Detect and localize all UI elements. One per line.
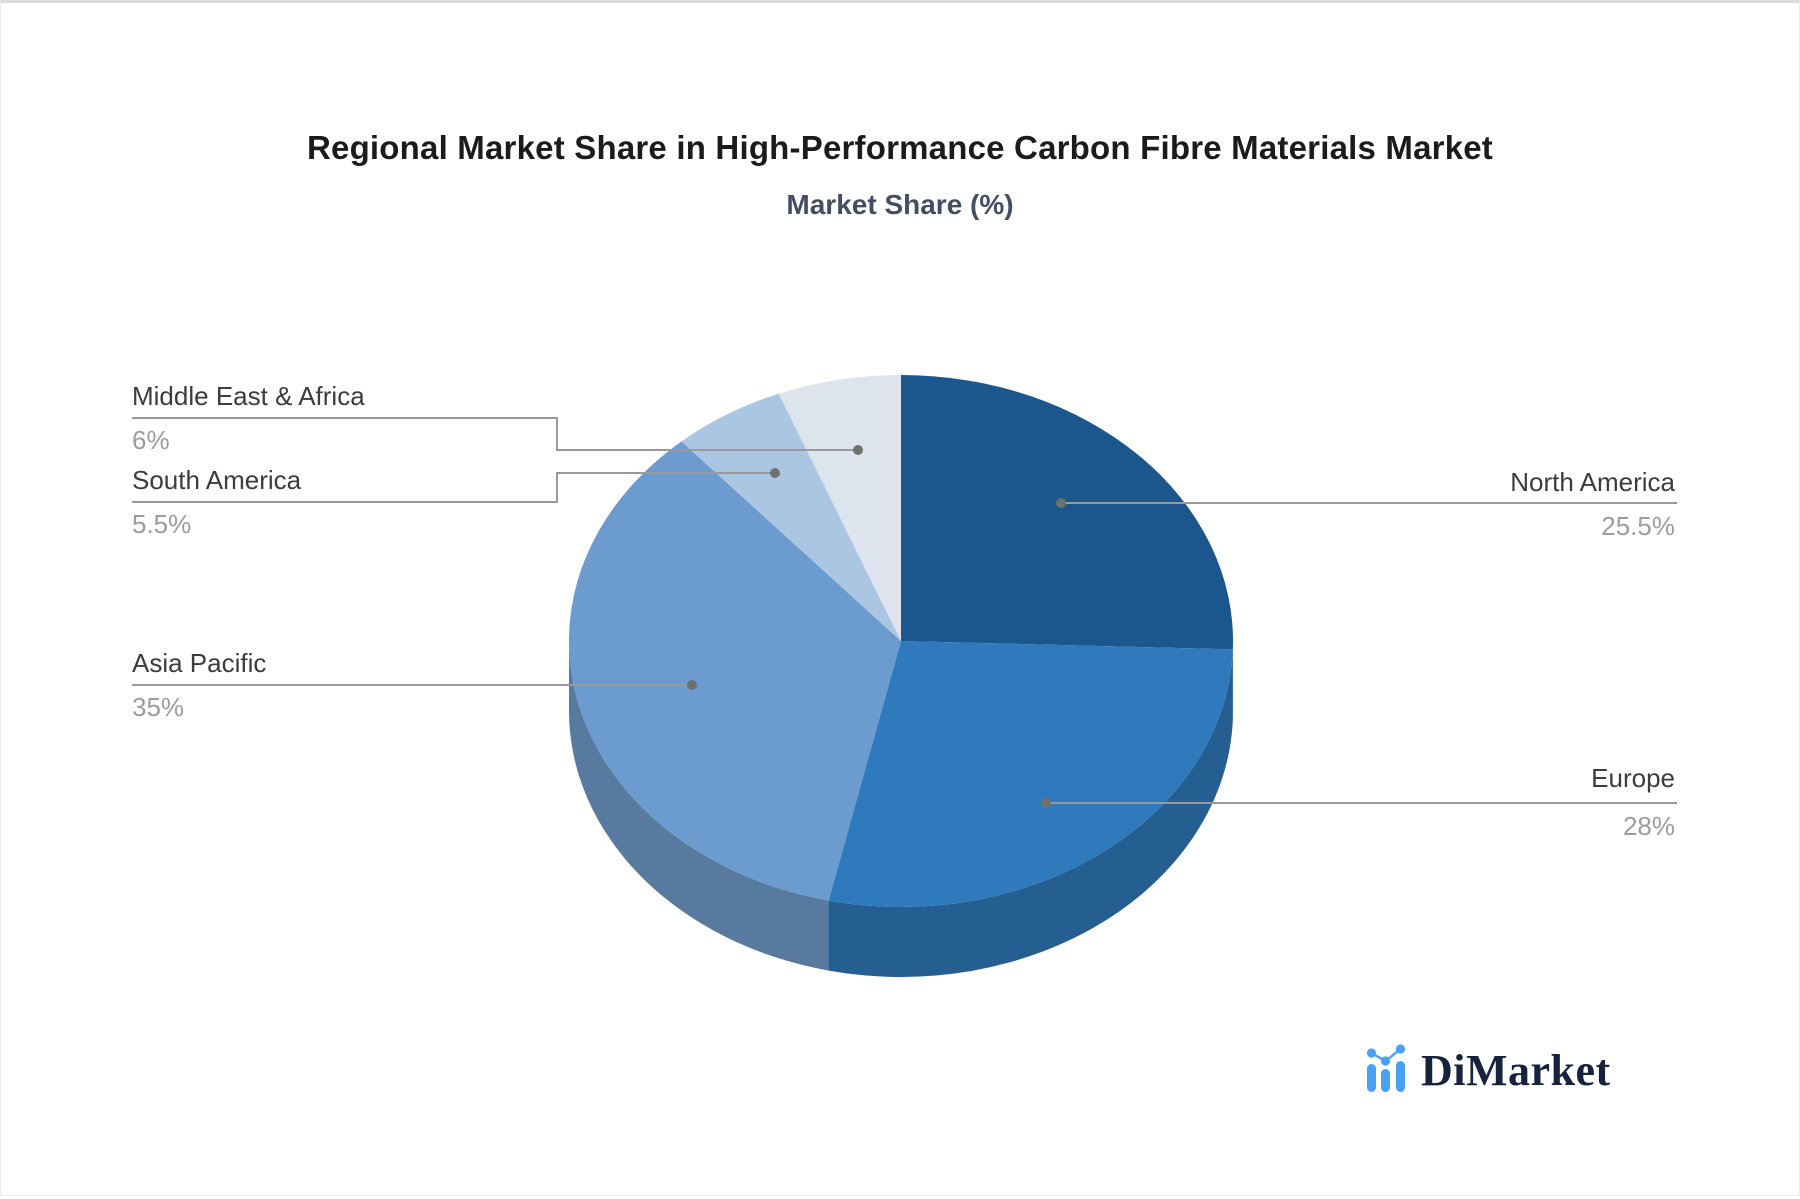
slice-label-middle-east-africa: Middle East & Africa bbox=[132, 381, 365, 412]
leader-dot-middle-east-africa bbox=[853, 445, 863, 455]
slice-value-middle-east-africa: 6% bbox=[132, 425, 170, 456]
slice-value-north-america: 25.5% bbox=[1601, 511, 1675, 542]
brand-name: DiMarket bbox=[1421, 1045, 1611, 1097]
brand-logo: DiMarket bbox=[1363, 1043, 1611, 1097]
slice-label-north-america: North America bbox=[1510, 467, 1675, 498]
slice-value-south-america: 5.5% bbox=[132, 509, 191, 540]
slice-value-asia-pacific: 35% bbox=[132, 692, 184, 723]
bar-chart-logo-icon bbox=[1363, 1043, 1411, 1097]
slice-label-asia-pacific: Asia Pacific bbox=[132, 648, 266, 679]
slice-value-europe: 28% bbox=[1623, 811, 1675, 842]
slice-label-europe: Europe bbox=[1591, 763, 1675, 794]
leader-dot-south-america bbox=[770, 468, 780, 478]
leader-dot-north-america bbox=[1056, 498, 1066, 508]
leader-dot-europe bbox=[1041, 798, 1051, 808]
pie-chart bbox=[1, 3, 1800, 1199]
slice-label-south-america: South America bbox=[132, 465, 301, 496]
leader-dot-asia-pacific bbox=[687, 680, 697, 690]
pie-slice-north-america bbox=[901, 375, 1233, 649]
